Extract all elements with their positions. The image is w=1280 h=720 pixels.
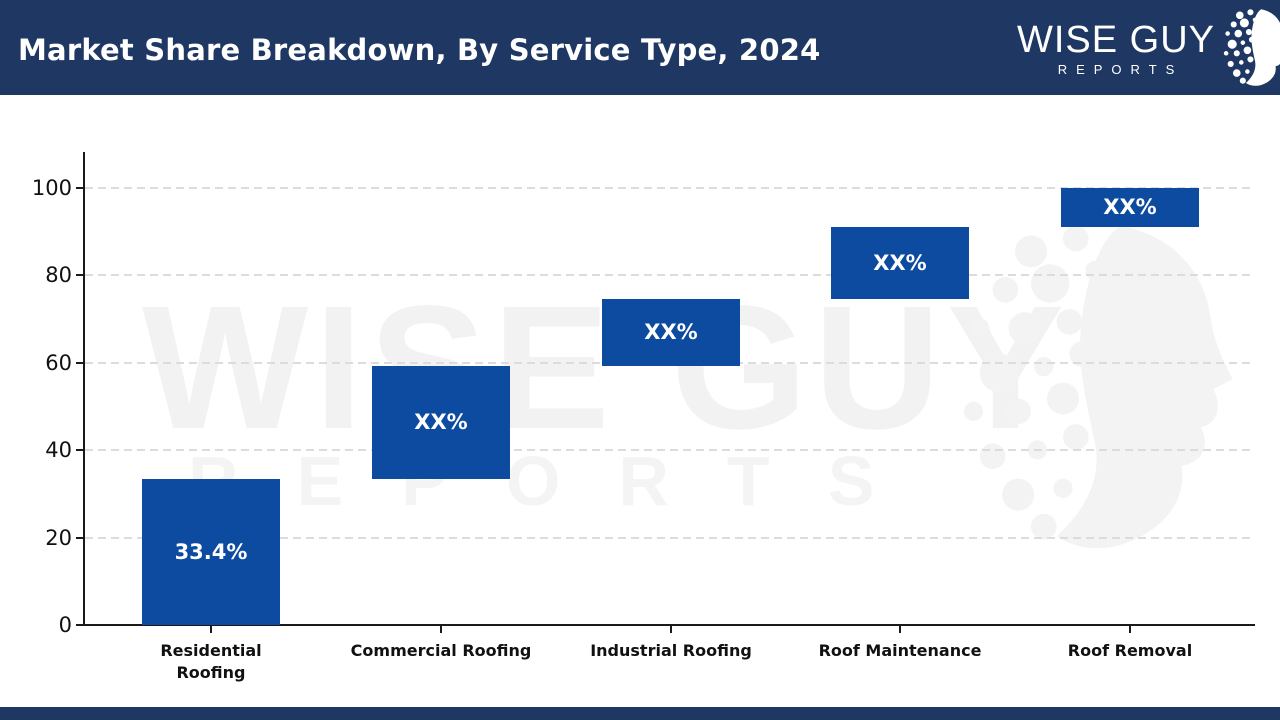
x-tick-mark: [440, 626, 442, 633]
x-tick-mark: [210, 626, 212, 633]
bar-value-label: XX%: [1103, 195, 1157, 220]
bar: 33.4%: [142, 478, 280, 625]
x-category-line: Roof Maintenance: [818, 641, 982, 660]
bar-value-label: XX%: [414, 410, 468, 435]
bar: XX%: [372, 365, 510, 479]
x-category-label: Commercial Roofing: [326, 640, 556, 662]
wise-guy-reports-logo: WISE GUY REPORTS: [1017, 4, 1280, 92]
x-category-line: Roof Removal: [1067, 641, 1193, 660]
y-tick-mark: [76, 274, 84, 276]
y-tick-mark: [76, 624, 84, 626]
bar: XX%: [1061, 187, 1199, 227]
y-tick-mark: [76, 449, 84, 451]
x-category-line: Commercial Roofing: [350, 641, 532, 660]
x-category-label: Roof Removal: [1015, 640, 1245, 662]
y-tick-label: 60: [45, 350, 72, 375]
x-tick-mark: [1129, 626, 1131, 633]
y-axis-line: [83, 152, 85, 625]
bar-value-label: XX%: [644, 320, 698, 345]
header-band: Market Share Breakdown, By Service Type,…: [0, 0, 1280, 95]
logo-wordmark: WISE GUY: [1017, 19, 1216, 61]
bar: XX%: [831, 226, 969, 300]
watermark-subtitle: REPORTS: [188, 442, 933, 520]
x-category-line: Residential: [160, 641, 262, 660]
x-category-label: Roof Maintenance: [785, 640, 1015, 662]
gridline: [85, 274, 1255, 276]
bar-value-label: XX%: [873, 250, 927, 275]
x-category-label: Residential Roofing: [96, 640, 326, 684]
gridline: [85, 449, 1255, 451]
logo-subtitle: REPORTS: [1057, 62, 1184, 77]
x-category-line: Roofing: [176, 663, 246, 682]
x-tick-mark: [670, 626, 672, 633]
y-tick-mark: [76, 361, 84, 364]
y-tick-label: 100: [31, 175, 72, 200]
logo-text: WISE GUY REPORTS: [1017, 21, 1215, 77]
y-tick-label: 20: [45, 525, 72, 550]
y-tick-label: 0: [58, 613, 72, 637]
y-tick-label: 80: [45, 263, 72, 287]
y-tick-label: 40: [45, 438, 72, 462]
footer-band: [0, 707, 1280, 720]
y-tick-mark: [76, 536, 84, 539]
page-title: Market Share Breakdown, By Service Type,…: [18, 33, 821, 67]
x-category-line: Industrial Roofing: [590, 641, 752, 660]
y-tick-mark: [76, 186, 84, 189]
bar-value-label: 33.4%: [174, 539, 248, 564]
gridline: [85, 186, 1255, 189]
x-category-label: Industrial Roofing: [556, 640, 786, 662]
x-tick-mark: [899, 626, 901, 633]
bar: XX%: [602, 299, 740, 366]
x-axis-line: [83, 624, 1255, 626]
gridline: [85, 536, 1255, 539]
